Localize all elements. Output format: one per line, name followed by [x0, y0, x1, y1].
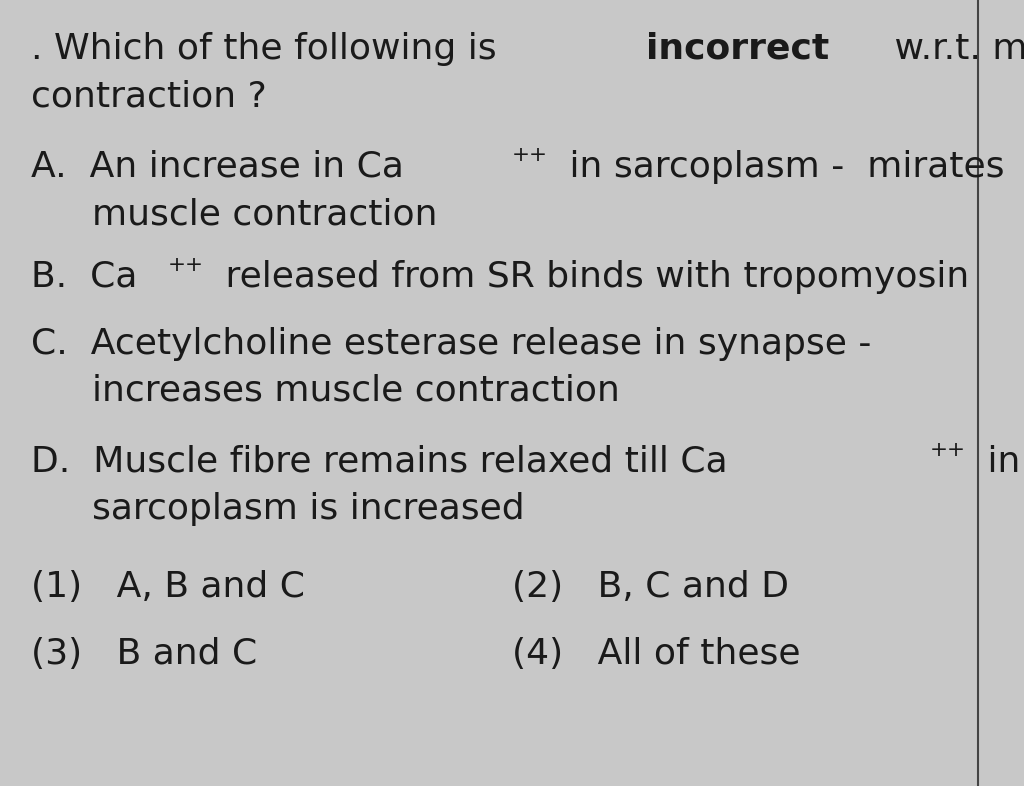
Text: (2)   B, C and D: (2) B, C and D: [512, 571, 790, 604]
Text: ++: ++: [930, 440, 966, 460]
Text: increases muscle contraction: increases muscle contraction: [92, 374, 621, 408]
Text: ++: ++: [168, 255, 204, 275]
Text: w.r.t. muscle: w.r.t. muscle: [883, 32, 1024, 66]
Text: (3)   B and C: (3) B and C: [31, 637, 257, 671]
Text: D.  Muscle fibre remains relaxed till Ca: D. Muscle fibre remains relaxed till Ca: [31, 445, 727, 479]
Text: (4)   All of these: (4) All of these: [512, 637, 801, 671]
Text: in sarcoplasm -  mirates: in sarcoplasm - mirates: [558, 150, 1005, 184]
Text: incorrect: incorrect: [646, 32, 829, 66]
Text: in: in: [976, 445, 1021, 479]
Text: . Which of the following is: . Which of the following is: [31, 32, 508, 66]
Text: C.  Acetylcholine esterase release in synapse -: C. Acetylcholine esterase release in syn…: [31, 327, 871, 361]
Text: B.  Ca: B. Ca: [31, 260, 137, 294]
Text: contraction ?: contraction ?: [31, 79, 266, 113]
Text: sarcoplasm is increased: sarcoplasm is increased: [92, 492, 524, 526]
Text: A.  An increase in Ca: A. An increase in Ca: [31, 150, 403, 184]
Text: ++: ++: [512, 145, 548, 165]
Text: muscle contraction: muscle contraction: [92, 197, 437, 231]
Text: released from SR binds with tropomyosin: released from SR binds with tropomyosin: [214, 260, 970, 294]
Text: (1)   A, B and C: (1) A, B and C: [31, 571, 305, 604]
